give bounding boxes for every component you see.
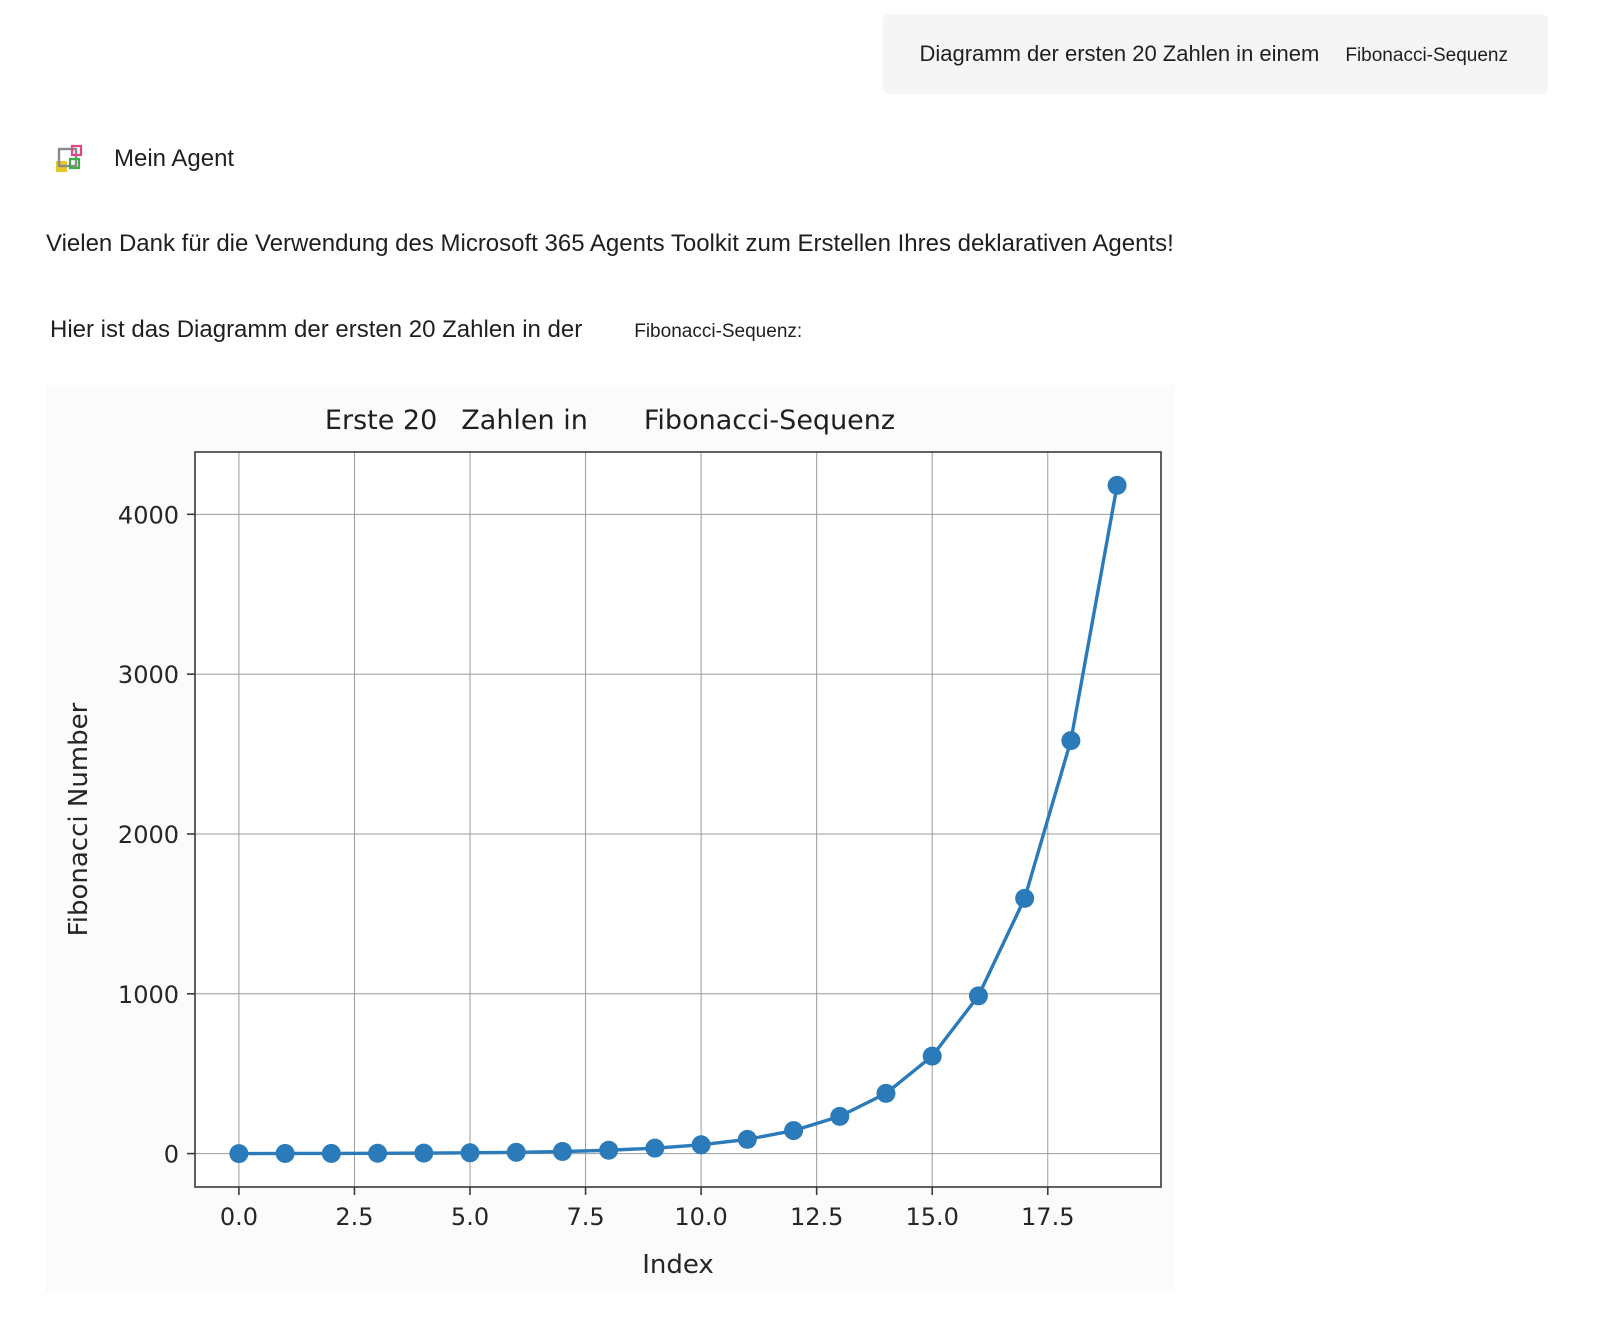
svg-text:15.0: 15.0 [905,1203,958,1231]
svg-text:2.5: 2.5 [335,1203,373,1231]
user-message-text-secondary: Fibonacci-Sequenz [1345,45,1508,66]
svg-text:1000: 1000 [118,981,179,1009]
agent-thanks-text: Vielen Dank für die Verwendung des Micro… [46,230,1174,257]
chart-title-part-2: Zahlen in [461,405,588,436]
chart-intro-text-secondary: Fibonacci-Sequenz: [634,321,803,342]
svg-text:17.5: 17.5 [1021,1203,1074,1231]
chart-card: Erste 20 Zahlen in Fibonacci-Sequenz 0.0… [45,385,1175,1292]
user-message-bubble: Diagramm der ersten 20 Zahlen in einem F… [883,14,1548,94]
svg-text:Fibonacci Number: Fibonacci Number [64,702,94,936]
svg-text:4000: 4000 [118,501,179,529]
chart-title-part-1: Erste 20 [324,405,438,436]
user-message-text: Diagramm der ersten 20 Zahlen in einem [919,41,1320,66]
svg-text:12.5: 12.5 [790,1203,843,1231]
chart-intro-text: Hier ist das Diagramm der ersten 20 Zahl… [50,316,583,343]
fibonacci-line-chart: 0.0 2.5 5.0 7.5 10.0 12.5 15.0 17.5 0 1000 2000 300… [64,451,1162,1280]
chart-intro-line: Hier ist das Diagramm der ersten 20 Zahl… [50,316,802,344]
chart-title: Erste 20 Zahlen in Fibonacci-Sequenz [45,405,1175,436]
svg-text:0.0: 0.0 [220,1203,258,1231]
svg-text:5.0: 5.0 [451,1203,489,1231]
svg-text:2000: 2000 [118,821,179,849]
agent-avatar-icon [50,140,88,178]
svg-text:3000: 3000 [118,661,179,689]
agent-header: Mein Agent [50,140,234,178]
svg-text:Index: Index [642,1250,714,1280]
svg-text:0: 0 [164,1141,179,1169]
chart-title-part-3: Fibonacci-Sequenz [643,405,896,436]
svg-text:10.0: 10.0 [674,1203,727,1231]
agent-name: Mein Agent [114,145,235,172]
svg-text:7.5: 7.5 [566,1203,604,1231]
